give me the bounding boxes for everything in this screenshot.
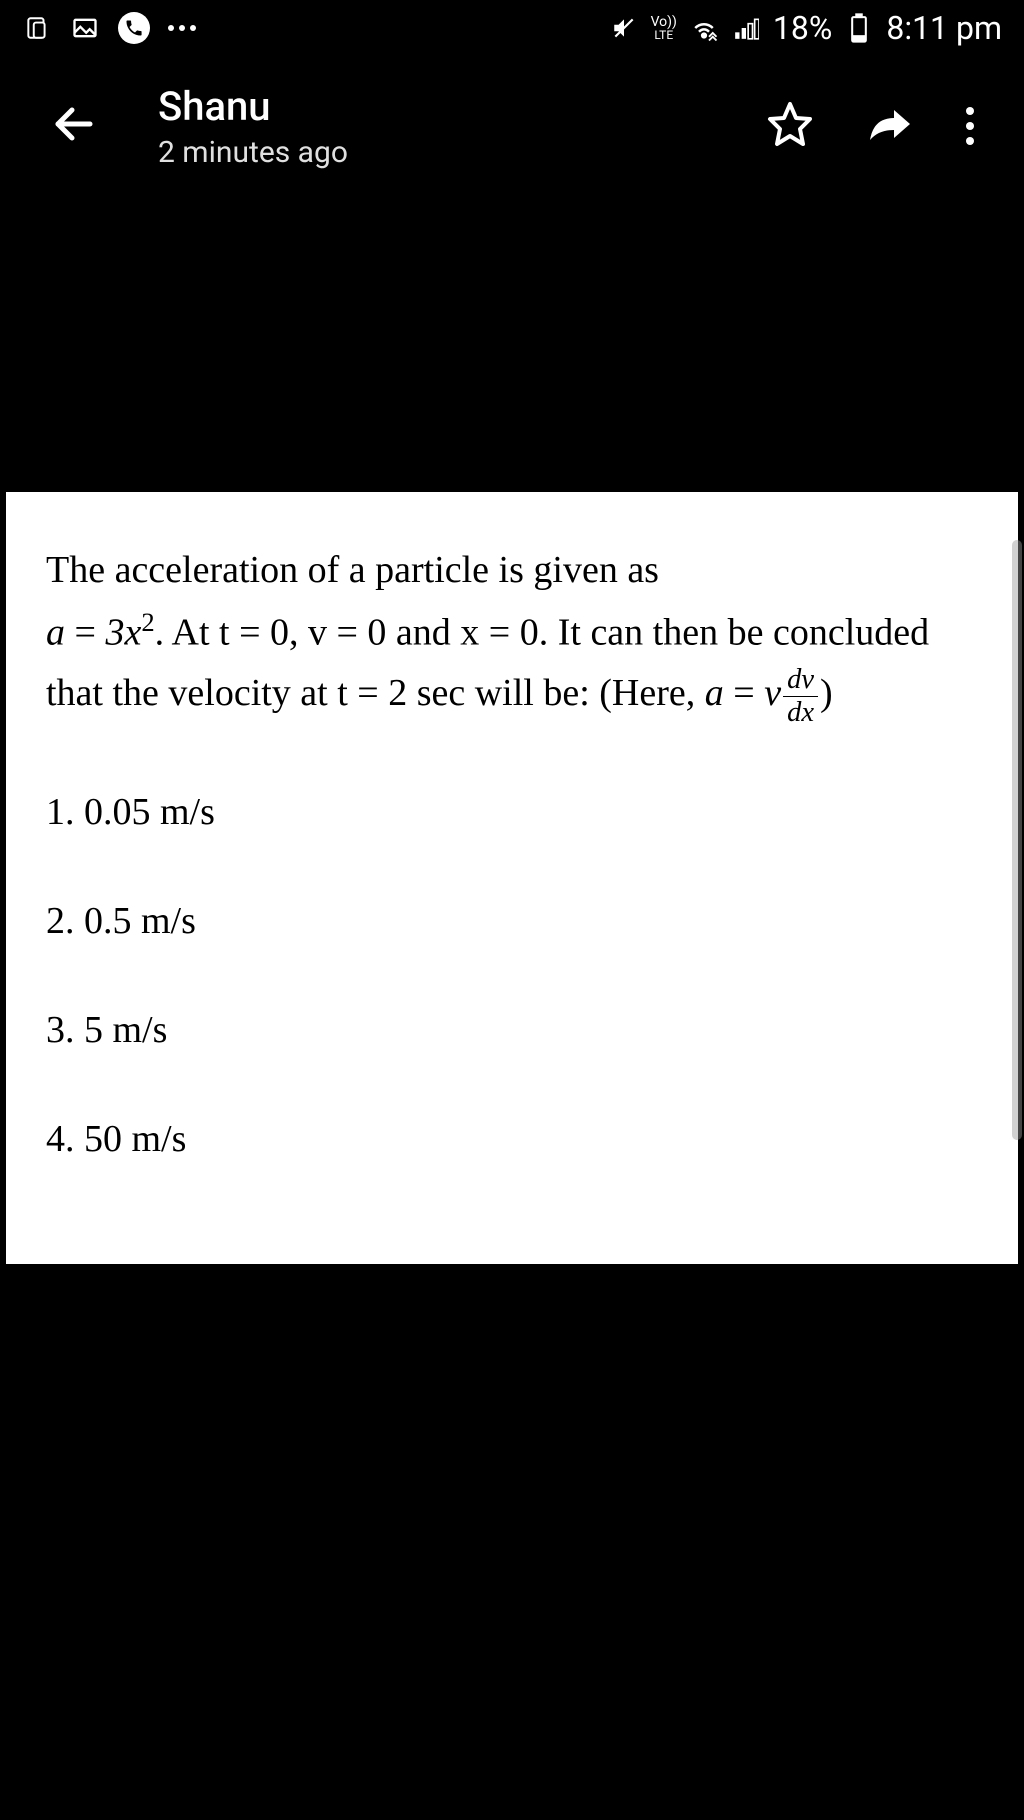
- signal-icon: [731, 13, 761, 43]
- wifi-icon: [689, 13, 719, 43]
- gallery-icon: [70, 13, 100, 43]
- battery-icon: [844, 13, 874, 43]
- status-left-icons: [22, 12, 196, 44]
- formula-rhs: 3x: [105, 611, 141, 653]
- hint-a: a: [705, 672, 724, 714]
- formula-a: a: [46, 611, 65, 653]
- battery-percentage: 18%: [773, 9, 832, 47]
- question-text: The acceleration of a particle is given …: [46, 540, 978, 728]
- more-notifications-icon: [168, 25, 196, 31]
- content-spacer: [0, 196, 1024, 492]
- share-button[interactable]: [864, 100, 916, 152]
- phone-icon: [118, 12, 150, 44]
- answer-options: 1. 0.05 m/s 2. 0.5 m/s 3. 5 m/s 4. 50 m/…: [46, 784, 978, 1168]
- question-card: The acceleration of a particle is given …: [6, 492, 1018, 1264]
- fraction: dvdx: [783, 666, 818, 728]
- formula-eq: =: [65, 611, 105, 653]
- mute-icon: [609, 13, 639, 43]
- scrollbar-indicator[interactable]: [1012, 540, 1022, 1140]
- closing-paren: ): [820, 672, 833, 714]
- status-bar: Vo)) LTE 18%: [0, 0, 1024, 56]
- app-header: Shanu 2 minutes ago: [0, 56, 1024, 196]
- post-timestamp: 2 minutes ago: [158, 135, 766, 170]
- header-actions: [766, 100, 974, 152]
- more-options-button[interactable]: [966, 107, 974, 145]
- volte-indicator: Vo)) LTE: [651, 15, 677, 41]
- formula-exp: 2: [141, 607, 154, 637]
- app-usage-icon: [22, 13, 52, 43]
- back-button[interactable]: [50, 100, 98, 152]
- option-3[interactable]: 3. 5 m/s: [46, 1002, 978, 1059]
- question-line1: The acceleration of a particle is given …: [46, 549, 659, 591]
- option-4[interactable]: 4. 50 m/s: [46, 1111, 978, 1168]
- status-right-icons: Vo)) LTE 18%: [609, 9, 1002, 47]
- user-info[interactable]: Shanu 2 minutes ago: [158, 83, 766, 170]
- hint-v: v: [764, 672, 781, 714]
- option-1[interactable]: 1. 0.05 m/s: [46, 784, 978, 841]
- star-button[interactable]: [766, 100, 814, 152]
- user-name: Shanu: [158, 83, 766, 131]
- clock-time: 8:11 pm: [886, 9, 1002, 47]
- hint-eq: =: [724, 672, 764, 714]
- option-2[interactable]: 2. 0.5 m/s: [46, 893, 978, 950]
